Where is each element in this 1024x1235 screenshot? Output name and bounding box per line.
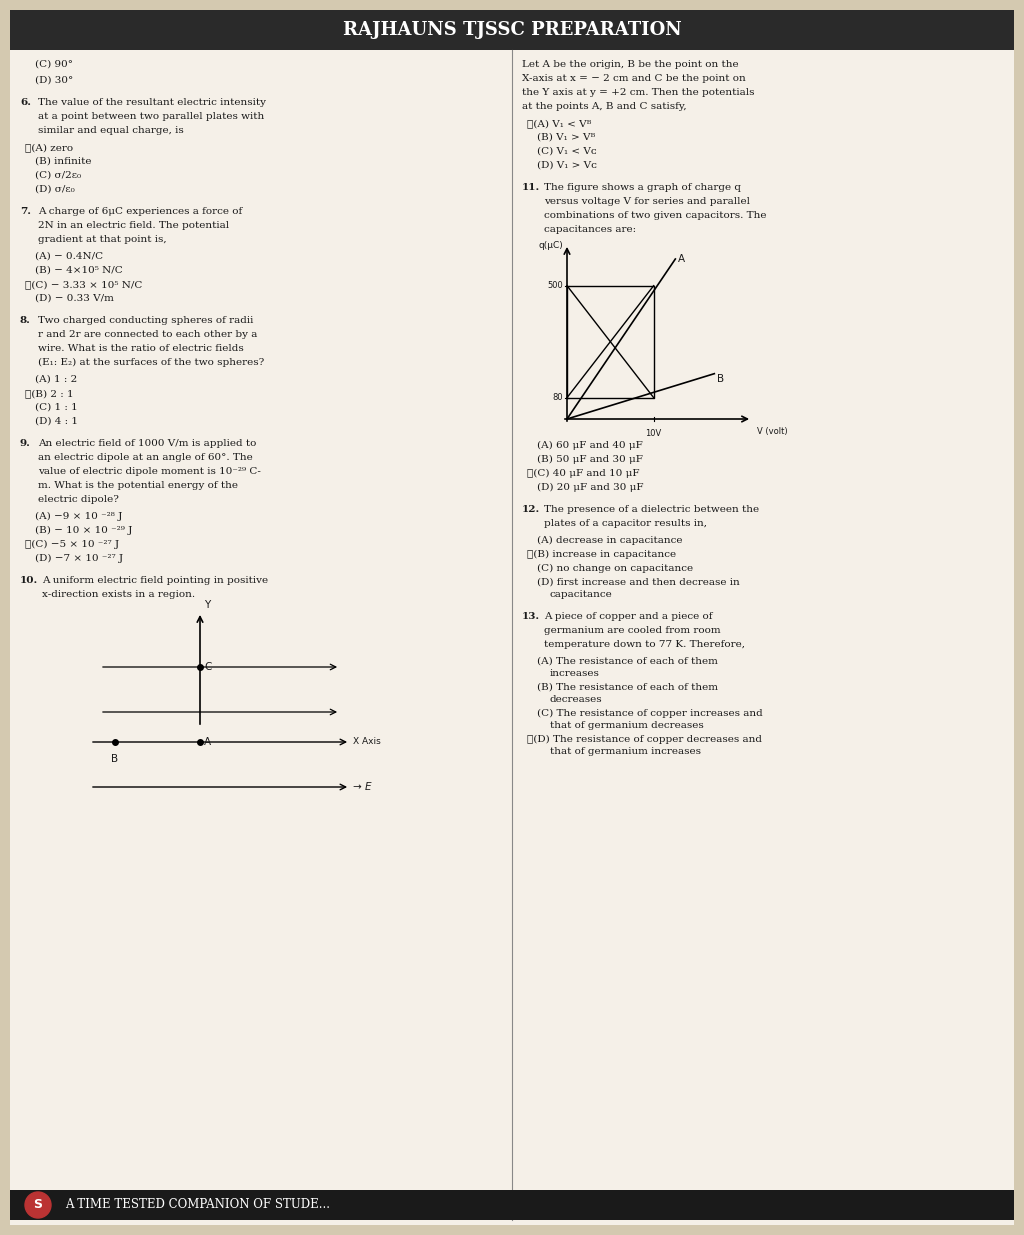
Text: q(μC): q(μC): [539, 241, 563, 249]
Text: versus voltage V for series and parallel: versus voltage V for series and parallel: [544, 198, 750, 206]
Text: (A) − 0.4N/C: (A) − 0.4N/C: [35, 252, 103, 261]
Text: Y: Y: [204, 600, 210, 610]
Text: that of germanium increases: that of germanium increases: [550, 747, 701, 756]
Text: increases: increases: [550, 669, 600, 678]
Text: m. What is the potential energy of the: m. What is the potential energy of the: [38, 480, 238, 490]
Text: Two charged conducting spheres of radii: Two charged conducting spheres of radii: [38, 316, 253, 325]
Text: ✓(C) 40 μF and 10 μF: ✓(C) 40 μF and 10 μF: [527, 469, 640, 478]
Text: A TIME TESTED COMPANION OF STUDE...: A TIME TESTED COMPANION OF STUDE...: [65, 1198, 330, 1212]
Text: 2N in an electric field. The potential: 2N in an electric field. The potential: [38, 221, 229, 230]
Text: similar and equal charge, is: similar and equal charge, is: [38, 126, 183, 135]
Text: plates of a capacitor results in,: plates of a capacitor results in,: [544, 519, 707, 529]
Text: 10V: 10V: [645, 429, 662, 438]
Text: at a point between two parallel plates with: at a point between two parallel plates w…: [38, 112, 264, 121]
Text: capacitance: capacitance: [550, 590, 612, 599]
Text: A uniform electric field pointing in positive: A uniform electric field pointing in pos…: [42, 576, 268, 585]
Text: (D) 20 μF and 30 μF: (D) 20 μF and 30 μF: [537, 483, 643, 492]
Text: 500: 500: [547, 282, 563, 290]
Text: x-direction exists in a region.: x-direction exists in a region.: [42, 590, 196, 599]
FancyBboxPatch shape: [10, 10, 1014, 1225]
Text: ✓(A) zero: ✓(A) zero: [25, 143, 73, 152]
Text: (D) first increase and then decrease in: (D) first increase and then decrease in: [537, 578, 739, 587]
Text: (C) 1 : 1: (C) 1 : 1: [35, 403, 78, 412]
Text: capacitances are:: capacitances are:: [544, 225, 636, 233]
Text: (B) V₁ > Vᴮ: (B) V₁ > Vᴮ: [537, 133, 595, 142]
Text: (A) −9 × 10 ⁻²⁸ J: (A) −9 × 10 ⁻²⁸ J: [35, 513, 123, 521]
Text: (B) The resistance of each of them: (B) The resistance of each of them: [537, 683, 718, 692]
Text: (A) 1 : 2: (A) 1 : 2: [35, 375, 77, 384]
Text: 7.: 7.: [20, 207, 31, 216]
Text: (D) − 0.33 V/m: (D) − 0.33 V/m: [35, 294, 114, 303]
FancyBboxPatch shape: [10, 10, 1014, 49]
Text: 13.: 13.: [522, 613, 540, 621]
Text: (C) 90°: (C) 90°: [35, 61, 73, 69]
Text: ✓(C) − 3.33 × 10⁵ N/C: ✓(C) − 3.33 × 10⁵ N/C: [25, 280, 142, 289]
Text: 10.: 10.: [20, 576, 38, 585]
Circle shape: [25, 1192, 51, 1218]
Text: (D) 4 : 1: (D) 4 : 1: [35, 417, 78, 426]
Text: ✓(B) increase in capacitance: ✓(B) increase in capacitance: [527, 550, 676, 559]
Text: an electric dipole at an angle of 60°. The: an electric dipole at an angle of 60°. T…: [38, 453, 253, 462]
Text: A charge of 6μC experiences a force of: A charge of 6μC experiences a force of: [38, 207, 243, 216]
Text: gradient at that point is,: gradient at that point is,: [38, 235, 167, 245]
Text: (E₁: E₂) at the surfaces of the two spheres?: (E₁: E₂) at the surfaces of the two sphe…: [38, 358, 264, 367]
Text: r and 2r are connected to each other by a: r and 2r are connected to each other by …: [38, 330, 257, 338]
Text: (B) 50 μF and 30 μF: (B) 50 μF and 30 μF: [537, 454, 643, 464]
Text: Let A be the origin, B be the point on the: Let A be the origin, B be the point on t…: [522, 61, 738, 69]
Text: (C) no change on capacitance: (C) no change on capacitance: [537, 564, 693, 573]
Text: (D) −7 × 10 ⁻²⁷ J: (D) −7 × 10 ⁻²⁷ J: [35, 555, 123, 563]
Text: ✓(A) V₁ < Vᴮ: ✓(A) V₁ < Vᴮ: [527, 119, 592, 128]
Text: S: S: [34, 1198, 43, 1212]
Text: V (volt): V (volt): [757, 427, 787, 436]
Text: A: A: [204, 737, 211, 747]
Text: A piece of copper and a piece of: A piece of copper and a piece of: [544, 613, 713, 621]
Text: (A) decrease in capacitance: (A) decrease in capacitance: [537, 536, 683, 545]
Text: electric dipole?: electric dipole?: [38, 495, 119, 504]
FancyBboxPatch shape: [10, 1191, 1014, 1220]
Text: B: B: [112, 755, 119, 764]
Text: The value of the resultant electric intensity: The value of the resultant electric inte…: [38, 98, 266, 107]
Text: (B) − 4×10⁵ N/C: (B) − 4×10⁵ N/C: [35, 266, 123, 275]
Text: temperature down to 77 K. Therefore,: temperature down to 77 K. Therefore,: [544, 640, 745, 650]
Text: (B) − 10 × 10 ⁻²⁹ J: (B) − 10 × 10 ⁻²⁹ J: [35, 526, 132, 535]
Text: 6.: 6.: [20, 98, 31, 107]
Text: A: A: [678, 254, 685, 264]
Text: decreases: decreases: [550, 695, 603, 704]
Text: The presence of a dielectric between the: The presence of a dielectric between the: [544, 505, 759, 514]
Text: (C) V₁ < Vᴄ: (C) V₁ < Vᴄ: [537, 147, 597, 156]
Text: (D) V₁ > Vᴄ: (D) V₁ > Vᴄ: [537, 161, 597, 170]
Text: germanium are cooled from room: germanium are cooled from room: [544, 626, 721, 635]
Text: combinations of two given capacitors. The: combinations of two given capacitors. Th…: [544, 211, 767, 220]
Text: that of germanium decreases: that of germanium decreases: [550, 721, 703, 730]
Text: X Axis: X Axis: [353, 737, 381, 746]
Text: C: C: [204, 662, 211, 672]
Text: wire. What is the ratio of electric fields: wire. What is the ratio of electric fiel…: [38, 345, 244, 353]
Text: 11.: 11.: [522, 183, 541, 191]
Text: X-axis at x = − 2 cm and C be the point on: X-axis at x = − 2 cm and C be the point …: [522, 74, 745, 83]
Text: ✓(C) −5 × 10 ⁻²⁷ J: ✓(C) −5 × 10 ⁻²⁷ J: [25, 540, 119, 550]
Text: 80: 80: [552, 393, 563, 403]
Text: (C) The resistance of copper increases and: (C) The resistance of copper increases a…: [537, 709, 763, 718]
Text: An electric field of 1000 V/m is applied to: An electric field of 1000 V/m is applied…: [38, 438, 256, 448]
Text: (A) The resistance of each of them: (A) The resistance of each of them: [537, 657, 718, 666]
Text: 12.: 12.: [522, 505, 541, 514]
Text: at the points A, B and C satisfy,: at the points A, B and C satisfy,: [522, 103, 687, 111]
Text: (A) 60 μF and 40 μF: (A) 60 μF and 40 μF: [537, 441, 643, 450]
Text: the Y axis at y = +2 cm. Then the potentials: the Y axis at y = +2 cm. Then the potent…: [522, 88, 755, 98]
Text: value of electric dipole moment is 10⁻²⁹ C-: value of electric dipole moment is 10⁻²⁹…: [38, 467, 261, 475]
Text: The figure shows a graph of charge q: The figure shows a graph of charge q: [544, 183, 741, 191]
Text: → E: → E: [353, 782, 372, 792]
Text: (D) σ/ε₀: (D) σ/ε₀: [35, 185, 75, 194]
Text: ✓(D) The resistance of copper decreases and: ✓(D) The resistance of copper decreases …: [527, 735, 762, 745]
Text: (D) 30°: (D) 30°: [35, 77, 74, 85]
Text: RAJHAUNS TJSSC PREPARATION: RAJHAUNS TJSSC PREPARATION: [343, 21, 681, 40]
Text: (C) σ/2ε₀: (C) σ/2ε₀: [35, 170, 81, 180]
Text: ✓(B) 2 : 1: ✓(B) 2 : 1: [25, 389, 74, 398]
Text: (B) infinite: (B) infinite: [35, 157, 91, 165]
Text: 8.: 8.: [20, 316, 31, 325]
Text: B: B: [718, 374, 724, 384]
Text: 9.: 9.: [20, 438, 31, 448]
